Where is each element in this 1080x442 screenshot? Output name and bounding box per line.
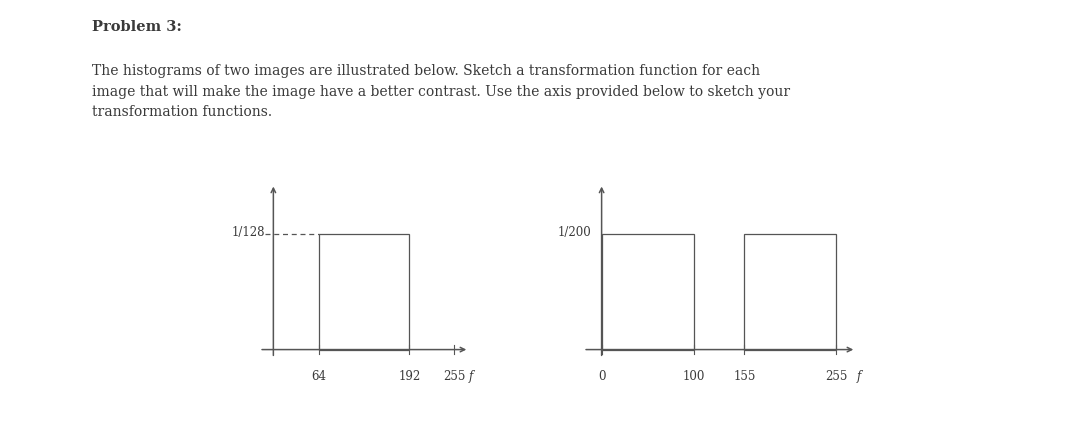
- Text: 255: 255: [825, 370, 848, 383]
- Bar: [319, 234, 409, 350]
- Text: 255: 255: [443, 370, 465, 383]
- Text: 64: 64: [311, 370, 326, 383]
- Text: Problem 3:: Problem 3:: [92, 20, 181, 34]
- Text: f: f: [856, 370, 861, 383]
- Text: 192: 192: [399, 370, 420, 383]
- Text: 100: 100: [683, 370, 705, 383]
- Text: 1/200: 1/200: [557, 225, 592, 239]
- Text: f: f: [469, 370, 473, 383]
- Text: 0: 0: [598, 370, 606, 383]
- Bar: [744, 234, 836, 350]
- Text: The histograms of two images are illustrated below. Sketch a transformation func: The histograms of two images are illustr…: [92, 64, 789, 119]
- Text: 155: 155: [733, 370, 756, 383]
- Bar: [602, 234, 693, 350]
- Text: 1/128: 1/128: [232, 225, 266, 239]
